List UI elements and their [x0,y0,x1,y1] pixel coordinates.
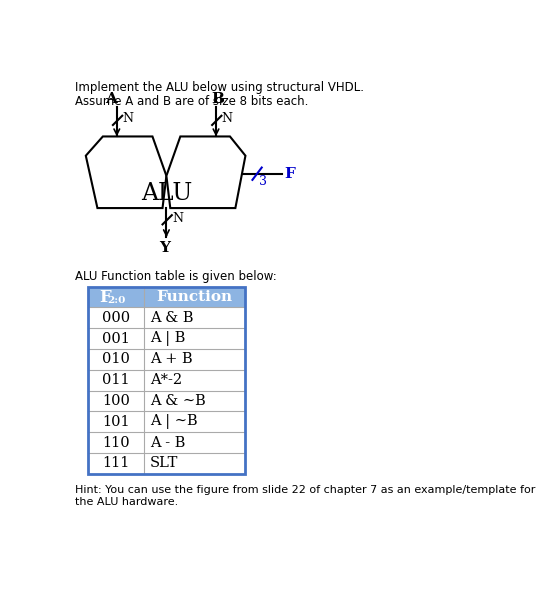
Bar [88,307,144,328]
Text: Function: Function [156,290,232,304]
Text: N: N [173,212,184,225]
Bar [144,370,245,390]
Bar [88,432,144,453]
Text: 111: 111 [102,456,130,470]
Text: 000: 000 [102,311,130,325]
Bar [144,328,245,349]
Text: ALU: ALU [141,182,192,205]
Text: A - B: A - B [150,436,185,450]
Text: 001: 001 [102,332,130,346]
Bar [88,287,245,474]
Text: 100: 100 [102,394,130,408]
Bar [144,349,245,370]
Text: 011: 011 [102,373,130,387]
Text: N: N [122,112,133,125]
Polygon shape [167,136,245,208]
Text: Implement the ALU below using structural VHDL.: Implement the ALU below using structural… [75,81,364,94]
Text: A & ∼B: A & ∼B [150,394,206,408]
Text: ALU Function table is given below:: ALU Function table is given below: [75,269,277,283]
Text: F: F [284,167,295,181]
Text: A + B: A + B [150,353,192,367]
Bar [88,453,144,474]
Text: A: A [104,92,117,106]
Polygon shape [86,136,167,208]
Text: Assume A and B are of size 8 bits each.: Assume A and B are of size 8 bits each. [75,95,309,108]
Text: A*-2: A*-2 [150,373,182,387]
Text: B: B [211,92,224,106]
Text: F: F [99,288,111,306]
Text: SLT: SLT [150,456,179,470]
Text: 3: 3 [258,175,267,188]
Bar [144,432,245,453]
Text: 110: 110 [102,436,130,450]
Bar [144,307,245,328]
Text: Y: Y [160,241,170,255]
Bar [88,411,144,432]
Text: N: N [222,112,233,125]
Bar [144,287,245,307]
Bar [88,328,144,349]
Bar [144,411,245,432]
Text: A | B: A | B [150,331,185,346]
Bar [144,453,245,474]
Bar [88,390,144,411]
Text: 010: 010 [102,353,130,367]
Text: 101: 101 [102,415,130,429]
Text: Hint: You can use the figure from slide 22 of chapter 7 as an example/template f: Hint: You can use the figure from slide … [75,485,535,507]
Text: A & B: A & B [150,311,194,325]
Bar [88,349,144,370]
Text: 2:0: 2:0 [107,296,126,305]
Bar [88,287,144,307]
Text: A | ∼B: A | ∼B [150,414,198,430]
Bar [144,390,245,411]
Bar [88,370,144,390]
